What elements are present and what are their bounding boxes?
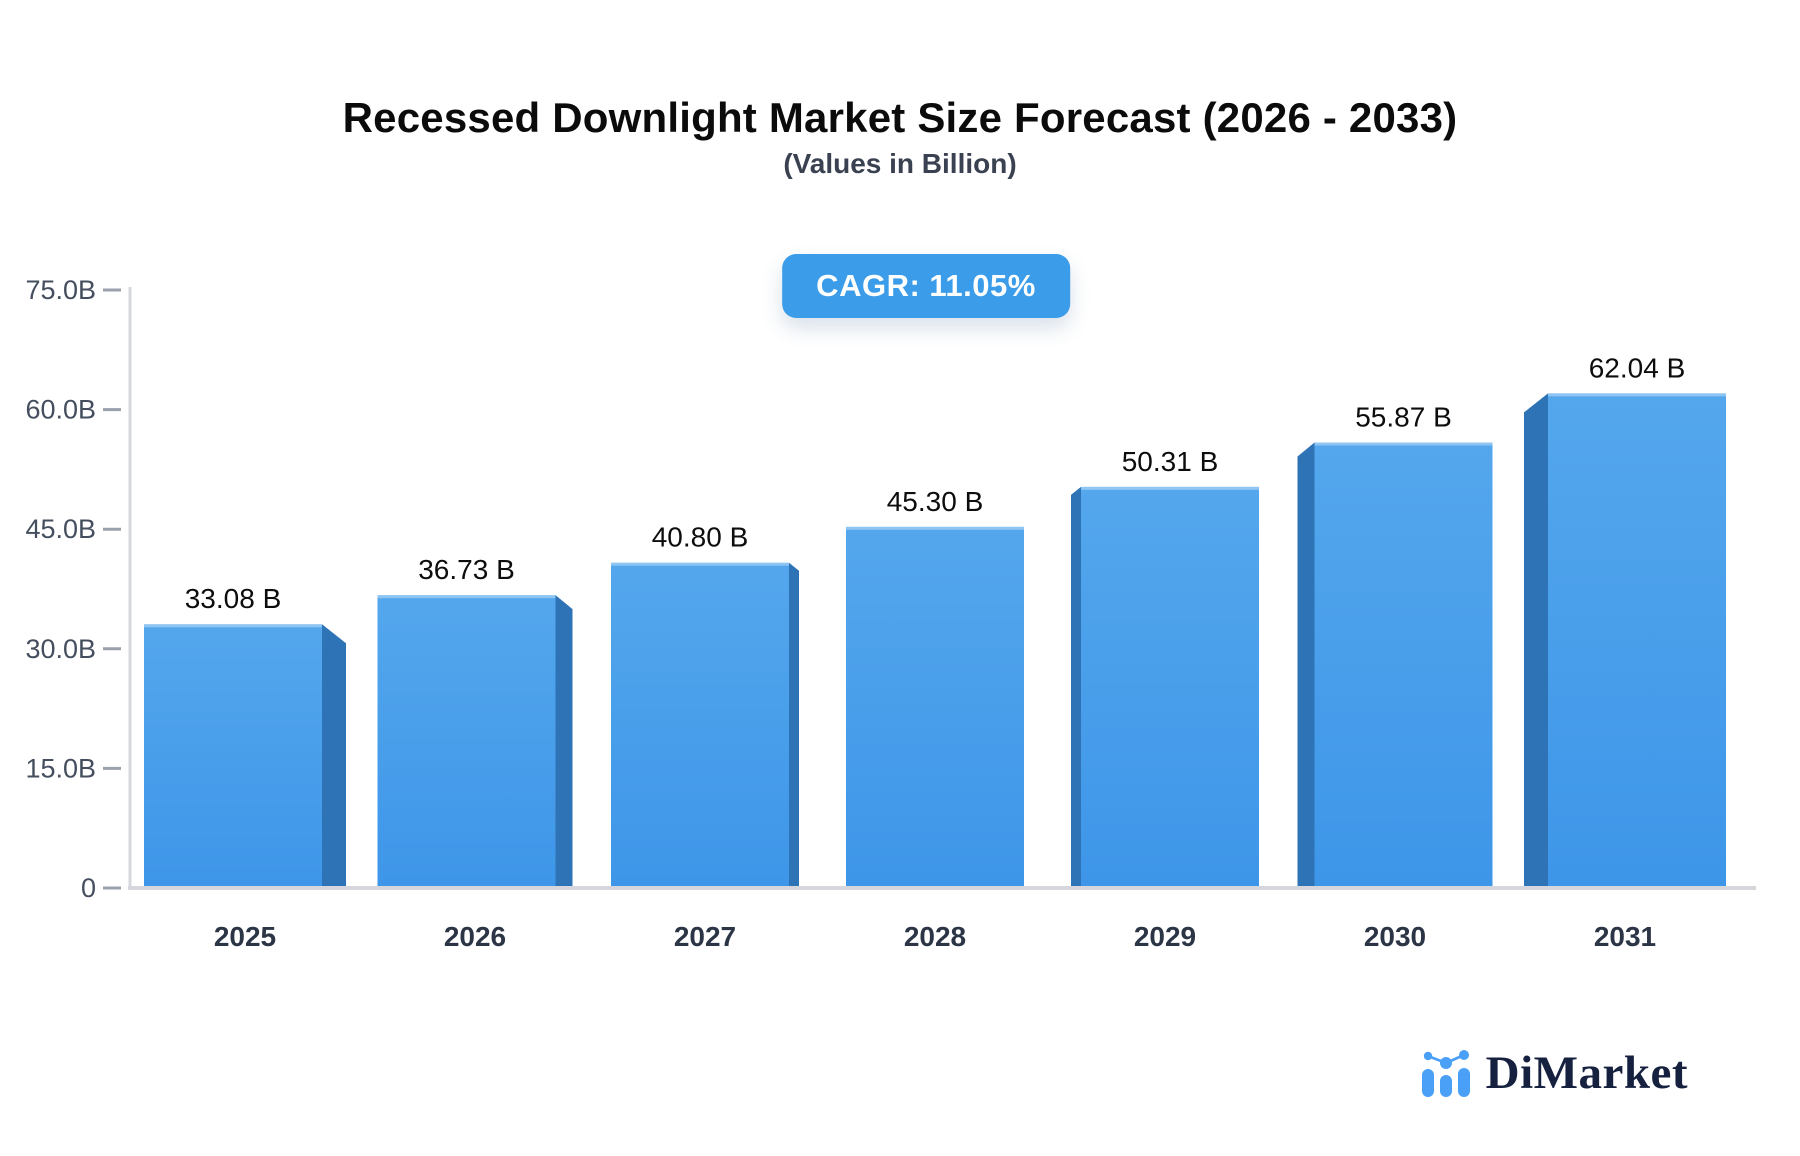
- x-axis-label-2031: 2031: [1594, 921, 1656, 952]
- bar-2031: [1548, 393, 1726, 888]
- y-axis-label-0: 0: [81, 873, 96, 903]
- bar-side-2029: [1071, 486, 1081, 888]
- x-axis-label-2026: 2026: [444, 921, 506, 952]
- bar-2027: [611, 562, 789, 888]
- brand-logo: DiMarket: [1421, 1046, 1688, 1100]
- dimarket-logo-icon: [1421, 1050, 1470, 1097]
- bar-2025: [144, 624, 322, 888]
- bar-side-2027: [789, 562, 799, 888]
- chart-title: Recessed Downlight Market Size Forecast …: [342, 94, 1458, 141]
- x-axis-label-2029: 2029: [1134, 921, 1196, 952]
- y-axis-label-15: 15.0B: [25, 753, 96, 783]
- bar-top-highlight-2028: [846, 526, 1024, 530]
- bar-top-highlight-2027: [611, 562, 789, 566]
- bar-side-2031: [1524, 393, 1548, 888]
- x-axis-label-2027: 2027: [674, 921, 736, 952]
- bar-side-2025: [322, 624, 346, 888]
- y-axis-label-45: 45.0B: [25, 514, 96, 544]
- bar-value-2027: 40.80 B: [652, 522, 749, 553]
- bar-value-2026: 36.73 B: [418, 554, 515, 585]
- bar-value-2030: 55.87 B: [1355, 402, 1452, 433]
- x-axis-label-2028: 2028: [904, 921, 966, 952]
- x-axis-label-2030: 2030: [1364, 921, 1426, 952]
- bar-value-2028: 45.30 B: [887, 486, 984, 517]
- bar-value-2029: 50.31 B: [1122, 446, 1219, 477]
- cagr-badge: CAGR: 11.05%: [782, 254, 1070, 318]
- bar-2029: [1081, 486, 1259, 888]
- x-axis-label-2025: 2025: [214, 921, 276, 952]
- bar-value-2025: 33.08 B: [185, 583, 282, 614]
- bar-top-highlight-2026: [377, 595, 556, 599]
- brand-name: DiMarket: [1485, 1047, 1688, 1099]
- bar-2026: [377, 595, 556, 888]
- cagr-label: CAGR: 11.05%: [816, 268, 1036, 303]
- bar-2028: [846, 526, 1024, 888]
- bar-top-highlight-2025: [144, 624, 322, 628]
- bar-side-2026: [555, 595, 573, 888]
- y-axis-label-30: 30.0B: [25, 634, 96, 664]
- y-axis-label-75: 75.0B: [25, 275, 96, 305]
- bar-top-highlight-2031: [1548, 393, 1726, 397]
- bar-side-2030: [1297, 442, 1315, 888]
- bar-value-2031: 62.04 B: [1589, 352, 1686, 383]
- bar-top-highlight-2029: [1081, 486, 1259, 490]
- y-axis-label-60: 60.0B: [25, 395, 96, 425]
- bar-top-highlight-2030: [1314, 442, 1493, 446]
- bar-2030: [1314, 442, 1493, 888]
- chart-subtitle: (Values in Billion): [783, 148, 1017, 179]
